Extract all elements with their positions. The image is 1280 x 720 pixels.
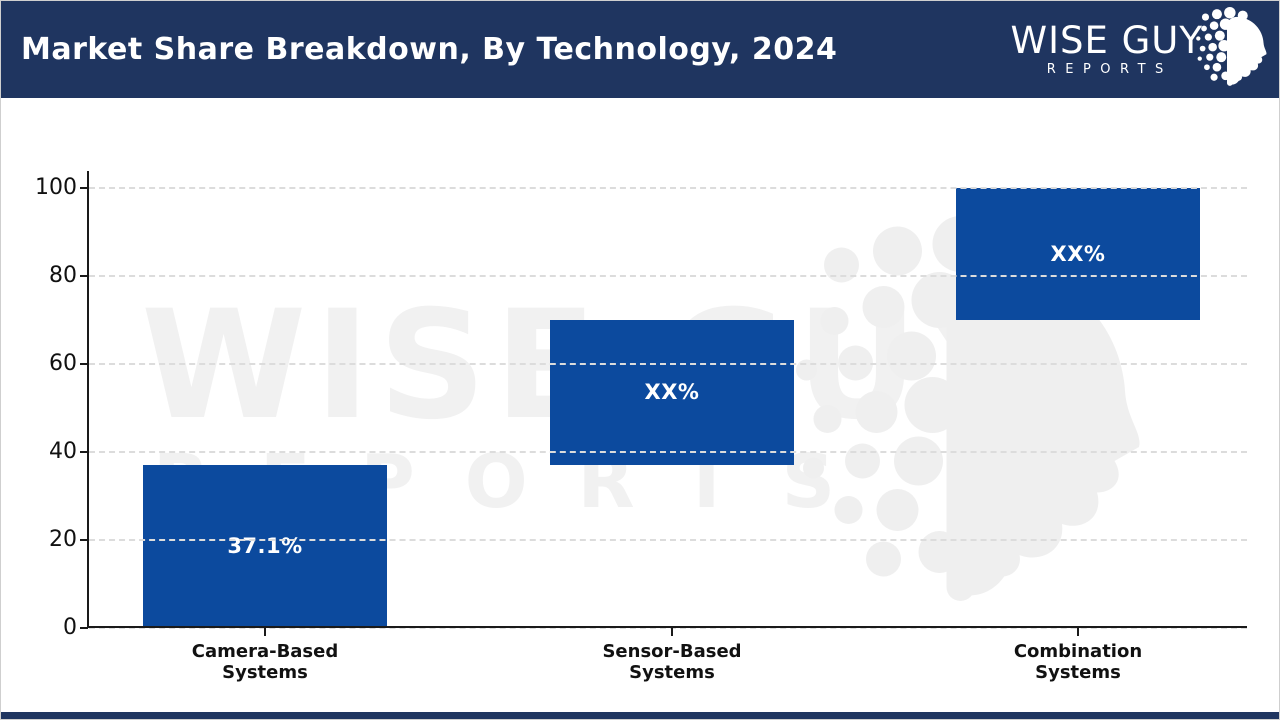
y-tick-label: 100 [35,175,77,200]
logo-wordmark: WISE GUY [1010,19,1203,62]
logo: WISE GUY REPORTS [1011,6,1275,93]
y-tick-mark [80,451,88,453]
watermark-face-icon [796,216,1140,601]
category-label: Sensor-Based Systems [602,641,742,684]
y-tick-label: 80 [49,263,77,288]
x-tick-mark [671,628,673,636]
y-tick-mark [80,275,88,277]
gridline [89,539,1247,541]
category-label: Camera-Based Systems [191,641,339,684]
y-tick-mark [80,363,88,365]
y-tick-mark [80,627,88,629]
logo-text: WISE GUY REPORTS [1011,22,1203,77]
gridline [89,363,1247,365]
y-tick-label: 20 [49,527,77,552]
bar: XX% [550,320,794,465]
gridline [89,451,1247,453]
y-tick-label: 0 [63,615,77,640]
logo-face-icon [1196,6,1267,86]
bar: XX% [956,188,1200,320]
bar: 37.1% [143,464,387,628]
y-axis-line [87,171,89,628]
gridline [89,627,1247,629]
y-tick-label: 40 [49,439,77,464]
y-tick-mark [80,187,88,189]
page-title: Market Share Breakdown, By Technology, 2… [21,32,838,67]
header-bar: Market Share Breakdown, By Technology, 2… [1,1,1279,98]
logo-subtitle: REPORTS [1046,62,1173,77]
x-axis-line [87,626,1247,628]
bar-label: XX% [1050,242,1106,266]
bar-label: 37.1% [227,534,303,559]
gridline [89,187,1247,189]
gridline [89,275,1247,277]
y-tick-label: 60 [49,351,77,376]
x-tick-mark [264,628,266,636]
bar-label: XX% [644,380,700,405]
x-tick-mark [1077,628,1079,636]
y-tick-mark [80,539,88,541]
footer-bar [1,712,1279,719]
category-label: Combination Systems [1013,641,1143,684]
